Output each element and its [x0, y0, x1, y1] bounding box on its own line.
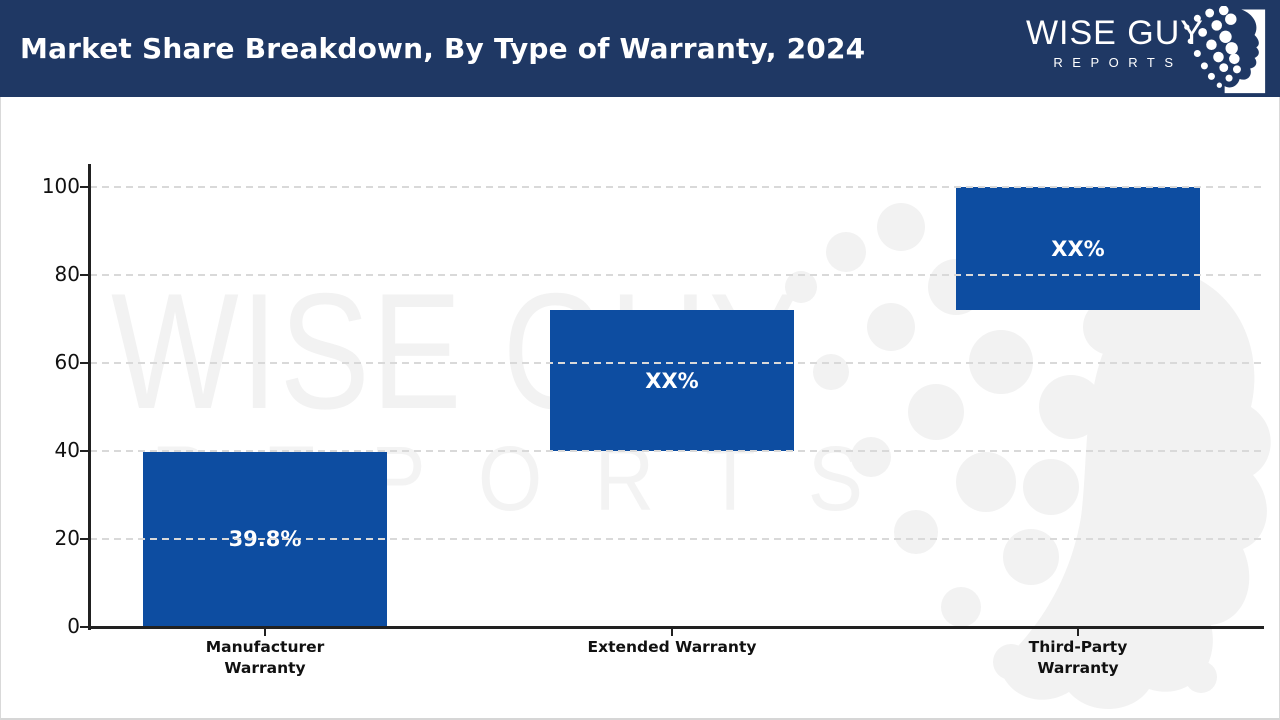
bar-3: XX%: [956, 187, 1200, 311]
x-category-label-line: Third-Party: [1028, 638, 1128, 656]
bar-2: XX%: [550, 310, 794, 451]
x-category-label: Manufacturer Warranty: [135, 637, 395, 679]
y-tick-mark: [80, 362, 88, 364]
logo-subtext: REPORTS: [1053, 55, 1183, 70]
chart-plot-area: 0 20 40 60 80 100 39.8% Manufacturer Warranty XX%…: [42, 164, 1264, 677]
logo-wordmark: WISE GUY: [1025, 14, 1204, 52]
bar-value-label: XX%: [645, 368, 699, 393]
y-tick-mark: [80, 274, 88, 276]
y-tick-mark: [80, 626, 88, 628]
y-tick-mark: [80, 538, 88, 540]
logo-text: WISE GUY REPORTS: [1026, 14, 1204, 70]
gridline-100: [90, 186, 1264, 188]
x-category-label-line: Warranty: [224, 659, 306, 677]
x-category-label-line: Warranty: [1037, 659, 1119, 677]
x-tick-mark: [671, 628, 673, 636]
gridline-20: [90, 538, 1264, 540]
x-category-label-line: Extended Warranty: [587, 638, 757, 656]
x-axis-line: [88, 625, 1264, 629]
y-tick-label: 0: [67, 614, 80, 638]
x-category-label-line: Manufacturer: [205, 638, 325, 656]
watermark-face-icon: [785, 203, 1271, 709]
y-axis-line: [88, 164, 91, 630]
gridline-80: [90, 274, 1264, 276]
y-tick-label: 20: [54, 526, 80, 550]
logo: WISE GUY REPORTS: [1026, 4, 1266, 94]
x-category-label: Third-Party Warranty: [948, 637, 1208, 679]
bar-value-label: XX%: [1051, 236, 1105, 261]
y-tick-label: 80: [54, 262, 80, 286]
y-tick-mark: [80, 450, 88, 452]
gridline-60: [90, 362, 1264, 364]
y-tick-label: 60: [54, 350, 80, 374]
y-tick-label: 100: [41, 174, 80, 198]
x-tick-mark: [1077, 628, 1079, 636]
page-title: Market Share Breakdown, By Type of Warra…: [20, 32, 866, 65]
header-bar: Market Share Breakdown, By Type of Warra…: [0, 0, 1280, 97]
x-category-label: Extended Warranty: [542, 637, 802, 658]
chart-area: WISE GUY REPORTS 0 20 40 60 80 100 39.8% Manufa…: [0, 97, 1280, 720]
y-tick-label: 40: [54, 438, 80, 462]
x-tick-mark: [264, 628, 266, 636]
wiseguy-face-icon: [1184, 6, 1266, 94]
gridline-40: [90, 450, 1264, 452]
y-tick-mark: [80, 186, 88, 188]
